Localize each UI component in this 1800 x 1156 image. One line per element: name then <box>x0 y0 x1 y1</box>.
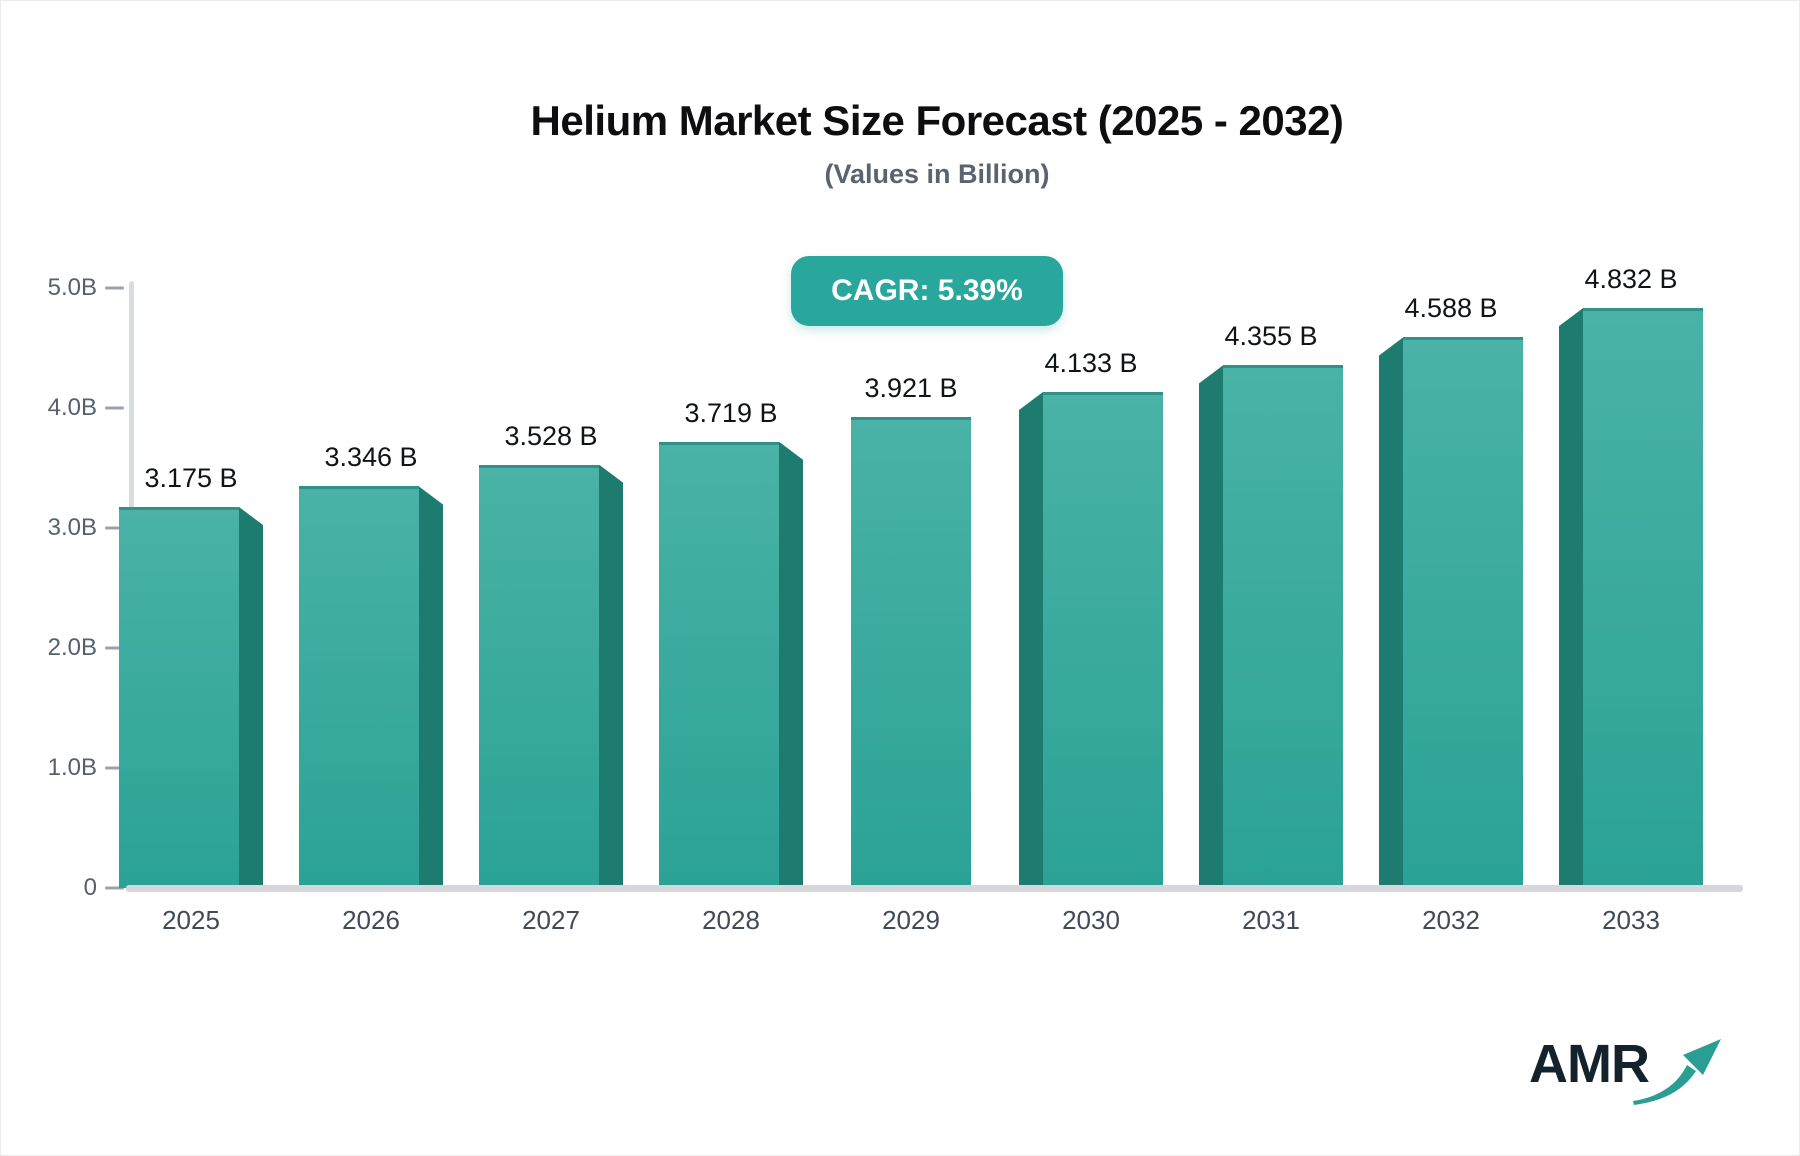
chart-title: Helium Market Size Forecast (2025 - 2032… <box>530 97 1344 144</box>
y-axis-tick <box>105 406 124 410</box>
bar-value-label: 4.588 B <box>1404 293 1498 324</box>
x-axis-label: 2030 <box>1062 905 1120 935</box>
bar-2026 <box>299 486 419 888</box>
bar-value-label: 4.133 B <box>1044 348 1138 379</box>
y-axis-tick <box>105 646 124 650</box>
x-axis-label: 2028 <box>702 905 760 935</box>
x-axis-label: 2029 <box>882 905 940 935</box>
bar-2031 <box>1223 365 1343 888</box>
y-axis-tick <box>105 286 124 290</box>
bar-side-face <box>1379 337 1403 888</box>
cagr-badge: CAGR: 5.39% <box>791 256 1063 326</box>
bar-value-label: 3.346 B <box>324 442 418 473</box>
y-axis-label: 5.0B <box>47 274 97 301</box>
bar-value-label: 4.832 B <box>1584 264 1678 295</box>
y-axis-label: 3.0B <box>47 514 97 541</box>
bar-side-face <box>599 464 623 888</box>
bar-2025 <box>119 507 239 888</box>
bar-side-face <box>1199 365 1223 888</box>
x-axis-baseline <box>126 885 1743 892</box>
y-axis-tick <box>105 886 124 890</box>
x-axis-label: 2027 <box>522 905 580 935</box>
x-axis-label: 2032 <box>1422 905 1480 935</box>
y-axis-tick <box>105 766 124 770</box>
y-axis-label: 1.0B <box>47 754 97 781</box>
bar-2029 <box>851 417 971 888</box>
x-axis-label: 2033 <box>1602 905 1660 935</box>
bar-value-label: 3.719 B <box>684 397 778 428</box>
bar-value-label: 3.175 B <box>144 463 238 493</box>
x-axis-label: 2025 <box>162 905 220 935</box>
growth-arrow-icon <box>1633 1039 1721 1105</box>
chart-subtitle: (Values in Billion) <box>824 159 1050 189</box>
amr-logo: AMR <box>1529 1033 1729 1113</box>
y-axis-label: 0 <box>83 874 97 901</box>
bar-2032 <box>1403 337 1523 888</box>
amr-logo-text: AMR <box>1529 1034 1650 1094</box>
x-axis-label: 2026 <box>342 905 400 935</box>
y-axis-label: 4.0B <box>47 394 97 421</box>
bar-side-face <box>419 486 443 888</box>
bar-value-label: 3.528 B <box>504 420 598 451</box>
bar-2033 <box>1583 308 1703 888</box>
y-axis-tick <box>105 526 124 530</box>
bar-side-face <box>779 441 803 888</box>
bar-side-face <box>1019 392 1043 888</box>
bar-value-label: 3.921 B <box>864 373 958 404</box>
bar-2030 <box>1043 392 1163 888</box>
bar-2028 <box>659 441 779 888</box>
bar-side-face <box>1559 308 1583 888</box>
bar-2027 <box>479 464 599 888</box>
x-axis-label: 2031 <box>1242 905 1300 935</box>
y-axis-label: 2.0B <box>47 634 97 661</box>
bar-value-label: 4.355 B <box>1224 321 1318 352</box>
bar-side-face <box>239 507 263 888</box>
